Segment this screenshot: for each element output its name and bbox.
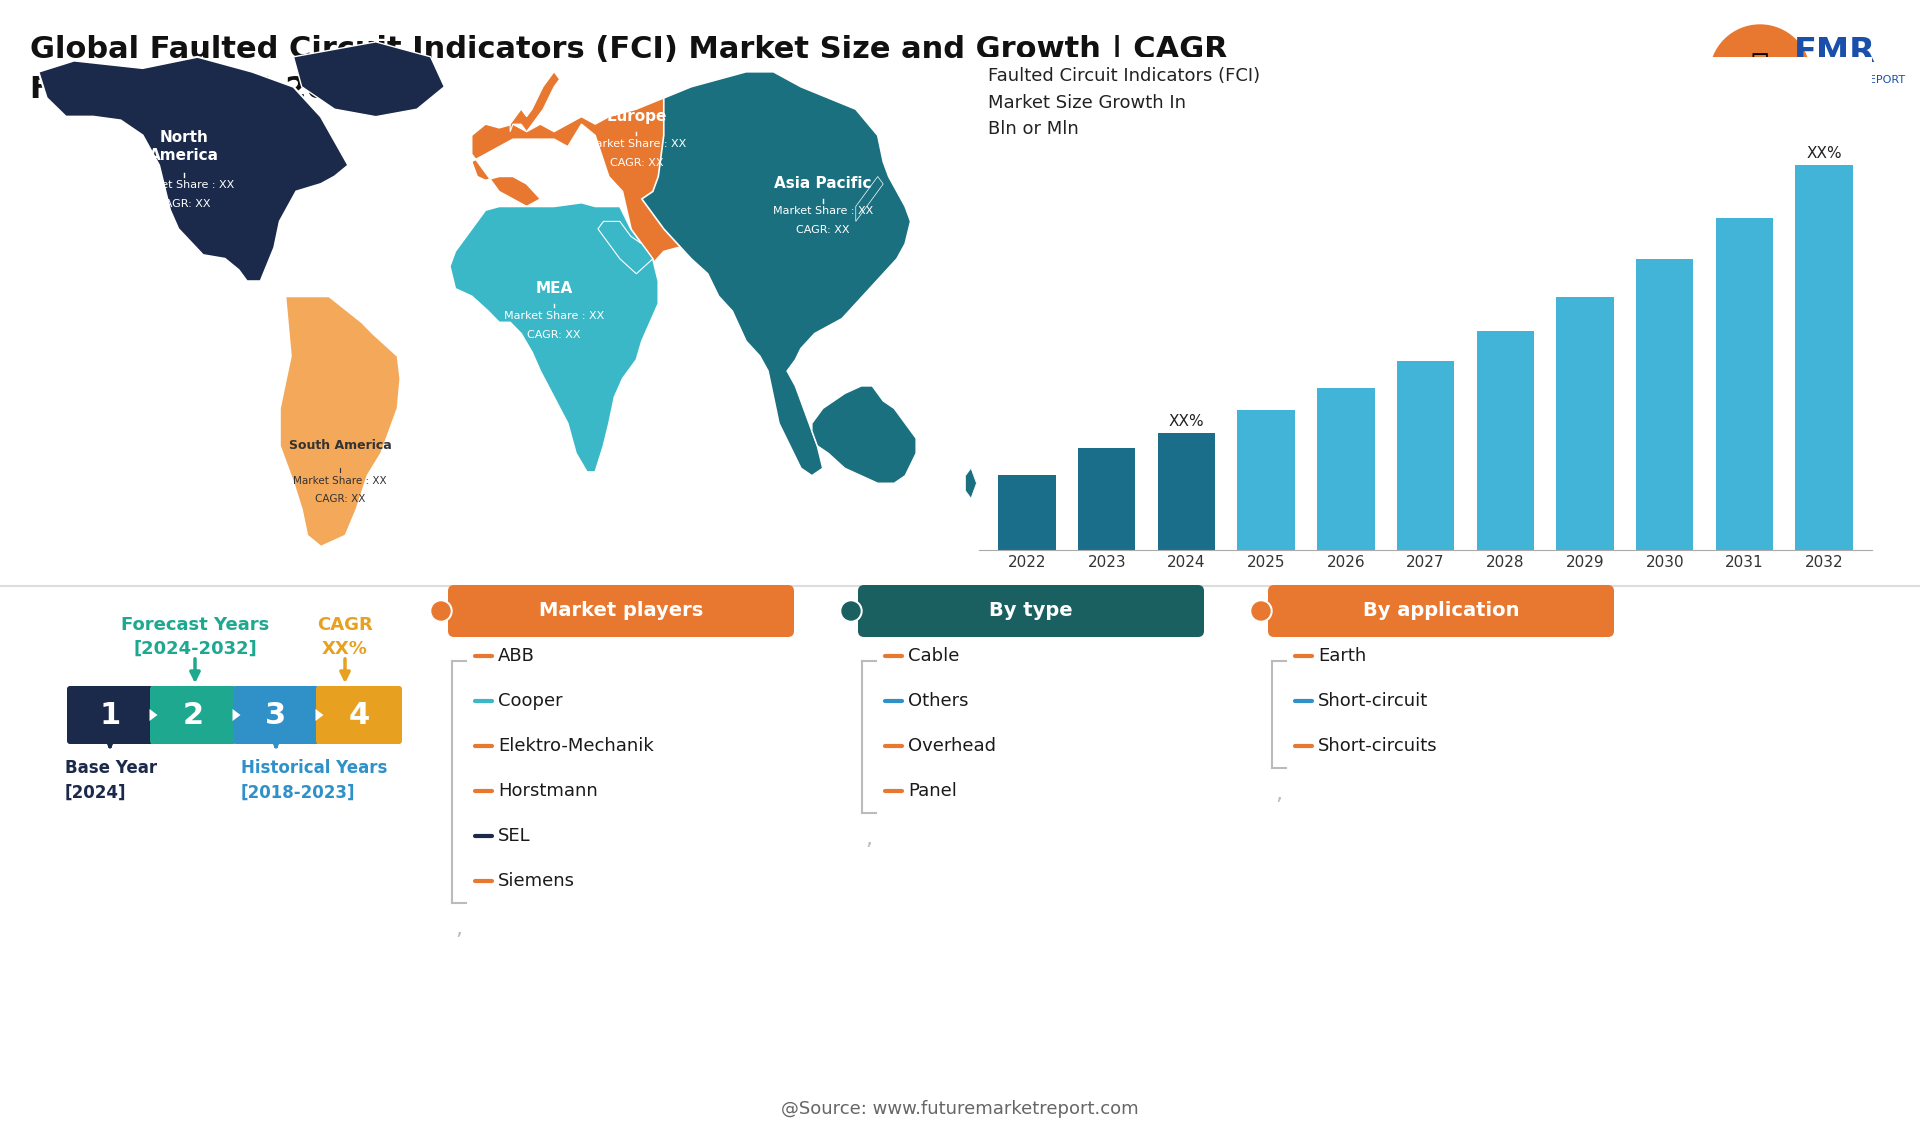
- Polygon shape: [150, 709, 157, 721]
- Circle shape: [841, 601, 862, 622]
- Text: Market Share : XX: Market Share : XX: [772, 206, 874, 217]
- Circle shape: [1711, 25, 1811, 125]
- Circle shape: [1252, 602, 1269, 620]
- Text: Historical Years
[2018-2023]: Historical Years [2018-2023]: [242, 759, 388, 802]
- Polygon shape: [38, 57, 348, 281]
- Text: Forecast 2024-2032: Forecast 2024-2032: [31, 74, 371, 104]
- Text: 1: 1: [100, 700, 121, 730]
- Bar: [1476, 331, 1534, 550]
- Text: North
America: North America: [148, 131, 219, 163]
- Text: Siemens: Siemens: [497, 872, 574, 890]
- Text: FMR: FMR: [1793, 37, 1876, 70]
- Text: Elektro-Mechanik: Elektro-Mechanik: [497, 737, 653, 755]
- Circle shape: [843, 602, 860, 620]
- FancyBboxPatch shape: [232, 686, 319, 744]
- Text: Earth: Earth: [1317, 647, 1367, 665]
- FancyBboxPatch shape: [1267, 584, 1615, 637]
- FancyBboxPatch shape: [150, 686, 236, 744]
- Text: Cable: Cable: [908, 647, 960, 665]
- Bar: [1317, 387, 1375, 550]
- Text: 🔍: 🔍: [1751, 53, 1768, 81]
- Circle shape: [430, 601, 451, 622]
- Text: CAGR: XX: CAGR: XX: [157, 199, 211, 209]
- Text: XX%: XX%: [1807, 146, 1841, 160]
- FancyBboxPatch shape: [67, 686, 154, 744]
- Text: Base Year
[2024]: Base Year [2024]: [65, 759, 157, 802]
- Polygon shape: [966, 469, 977, 499]
- Text: Market Share : XX: Market Share : XX: [134, 180, 234, 190]
- Text: ,: ,: [1275, 784, 1283, 804]
- Bar: [1636, 259, 1693, 550]
- Polygon shape: [315, 709, 323, 721]
- Text: Asia Pacific: Asia Pacific: [774, 176, 872, 191]
- Bar: [998, 474, 1056, 550]
- Text: Others: Others: [908, 692, 968, 711]
- Polygon shape: [856, 176, 883, 221]
- Text: Cooper: Cooper: [497, 692, 563, 711]
- Bar: [1398, 361, 1453, 550]
- Bar: [1795, 165, 1853, 550]
- Polygon shape: [232, 709, 240, 721]
- Text: MEA: MEA: [536, 281, 572, 296]
- Text: Europe: Europe: [607, 109, 666, 124]
- Polygon shape: [294, 42, 444, 117]
- Text: 4: 4: [348, 700, 371, 730]
- FancyBboxPatch shape: [317, 686, 401, 744]
- Text: Market Share : XX: Market Share : XX: [586, 139, 687, 149]
- Polygon shape: [597, 221, 653, 274]
- Text: CAGR: XX: CAGR: XX: [609, 158, 662, 167]
- Bar: [1557, 297, 1613, 550]
- Text: By application: By application: [1363, 602, 1519, 620]
- Text: ,: ,: [455, 919, 463, 939]
- Polygon shape: [280, 296, 401, 547]
- Text: Market Share : XX: Market Share : XX: [503, 312, 605, 321]
- Text: Horstmann: Horstmann: [497, 782, 597, 800]
- Text: Short-circuit: Short-circuit: [1317, 692, 1428, 711]
- Text: Overhead: Overhead: [908, 737, 996, 755]
- Text: ABB: ABB: [497, 647, 536, 665]
- Bar: [1158, 433, 1215, 550]
- Polygon shape: [812, 386, 916, 484]
- Text: XX%: XX%: [1169, 414, 1204, 429]
- Polygon shape: [511, 72, 559, 132]
- FancyBboxPatch shape: [447, 584, 795, 637]
- Text: CAGR: XX: CAGR: XX: [315, 494, 365, 504]
- Bar: [1238, 410, 1294, 550]
- FancyBboxPatch shape: [858, 584, 1204, 637]
- Text: Faulted Circuit Indicators (FCI)
Market Size Growth In
Bln or Mln: Faulted Circuit Indicators (FCI) Market …: [989, 68, 1260, 138]
- Bar: [1716, 218, 1774, 550]
- Circle shape: [432, 602, 449, 620]
- Text: Forecast Years
[2024-2032]: Forecast Years [2024-2032]: [121, 617, 269, 658]
- Polygon shape: [449, 203, 659, 472]
- Text: Market players: Market players: [540, 602, 703, 620]
- Circle shape: [1250, 601, 1271, 622]
- Bar: [1077, 448, 1135, 550]
- Text: Panel: Panel: [908, 782, 956, 800]
- Text: FUTURE MARKET REPORT: FUTURE MARKET REPORT: [1764, 74, 1905, 85]
- Text: South America: South America: [288, 439, 392, 453]
- Text: CAGR
XX%: CAGR XX%: [317, 617, 372, 658]
- Text: Market Share : XX: Market Share : XX: [294, 476, 388, 486]
- Text: @Source: www.futuremarketreport.com: @Source: www.futuremarketreport.com: [781, 1100, 1139, 1118]
- Text: 2: 2: [182, 700, 204, 730]
- Text: SEL: SEL: [497, 827, 530, 845]
- Text: ,: ,: [866, 829, 872, 849]
- Text: By type: By type: [989, 602, 1073, 620]
- Text: Short-circuits: Short-circuits: [1317, 737, 1438, 755]
- Polygon shape: [472, 72, 883, 266]
- Text: Global Faulted Circuit Indicators (FCI) Market Size and Growth | CAGR: Global Faulted Circuit Indicators (FCI) …: [31, 36, 1227, 65]
- Text: CAGR: XX: CAGR: XX: [797, 225, 851, 235]
- Text: 3: 3: [265, 700, 286, 730]
- Text: CAGR: XX: CAGR: XX: [528, 330, 582, 340]
- Polygon shape: [641, 72, 910, 476]
